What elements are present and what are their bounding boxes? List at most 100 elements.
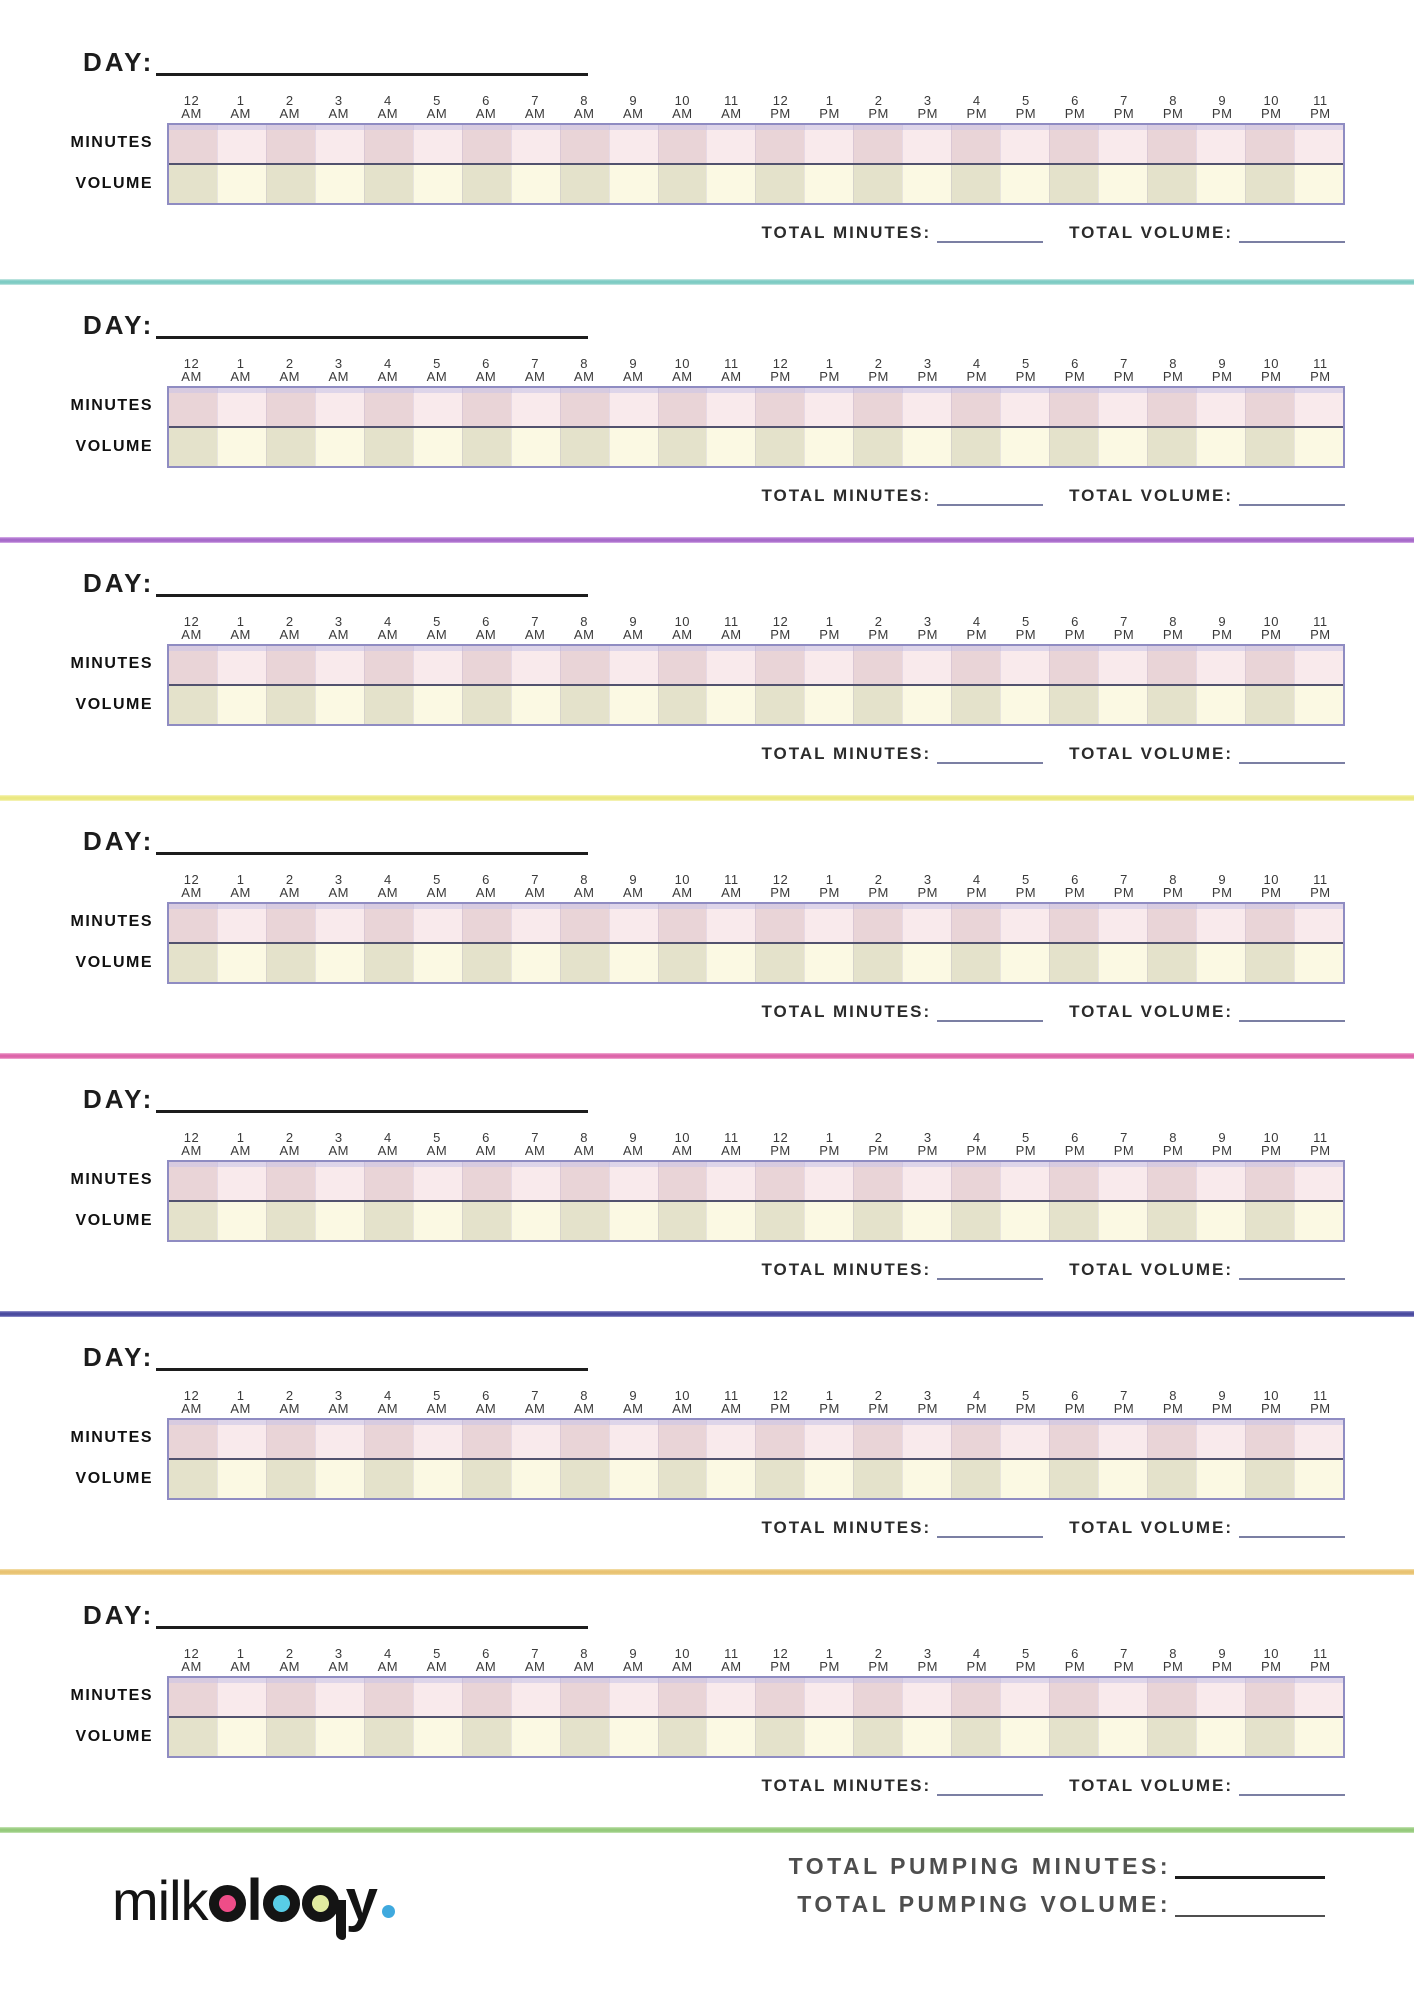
volume-cell-2am[interactable] bbox=[265, 686, 315, 724]
minutes-cell-9am[interactable] bbox=[608, 125, 658, 163]
volume-cell-8pm[interactable] bbox=[1147, 428, 1197, 466]
volume-cell-6am[interactable] bbox=[461, 428, 511, 466]
minutes-cell-1am[interactable] bbox=[216, 388, 266, 426]
minutes-cell-11am[interactable] bbox=[706, 1420, 756, 1458]
minutes-cell-9pm[interactable] bbox=[1196, 1162, 1245, 1200]
volume-cell-3pm[interactable] bbox=[902, 428, 952, 466]
volume-cell-6am[interactable] bbox=[461, 165, 511, 203]
volume-cell-9am[interactable] bbox=[608, 1460, 658, 1498]
volume-cell-12am[interactable] bbox=[169, 944, 217, 982]
volume-cell-7pm[interactable] bbox=[1098, 1460, 1148, 1498]
minutes-cell-12am[interactable] bbox=[169, 904, 217, 942]
volume-cell-11am[interactable] bbox=[706, 1718, 756, 1756]
volume-cell-1pm[interactable] bbox=[804, 428, 854, 466]
minutes-cell-11am[interactable] bbox=[706, 388, 756, 426]
volume-cell-7pm[interactable] bbox=[1098, 1202, 1148, 1240]
volume-cell-6am[interactable] bbox=[461, 1202, 511, 1240]
minutes-cell-9pm[interactable] bbox=[1196, 1420, 1245, 1458]
minutes-cell-10pm[interactable] bbox=[1244, 125, 1294, 163]
minutes-cell-7pm[interactable] bbox=[1098, 646, 1148, 684]
volume-cell-4am[interactable] bbox=[363, 1460, 413, 1498]
volume-cell-9pm[interactable] bbox=[1196, 165, 1245, 203]
volume-cell-5pm[interactable] bbox=[1000, 428, 1050, 466]
minutes-cell-4pm[interactable] bbox=[951, 1678, 1001, 1716]
volume-cell-1am[interactable] bbox=[216, 1202, 266, 1240]
volume-cell-2am[interactable] bbox=[265, 165, 315, 203]
volume-cell-10am[interactable] bbox=[657, 1718, 707, 1756]
minutes-cell-9am[interactable] bbox=[608, 1420, 658, 1458]
volume-cell-10pm[interactable] bbox=[1244, 686, 1294, 724]
volume-cell-11am[interactable] bbox=[706, 165, 756, 203]
minutes-cell-7am[interactable] bbox=[510, 1420, 560, 1458]
volume-cell-4am[interactable] bbox=[363, 1202, 413, 1240]
minutes-cell-11pm[interactable] bbox=[1293, 1420, 1343, 1458]
volume-cell-1am[interactable] bbox=[216, 1460, 266, 1498]
volume-cell-4am[interactable] bbox=[363, 944, 413, 982]
minutes-cell-3am[interactable] bbox=[314, 1420, 364, 1458]
volume-cell-5am[interactable] bbox=[412, 428, 462, 466]
volume-cell-6am[interactable] bbox=[461, 944, 511, 982]
minutes-cell-6am[interactable] bbox=[461, 1678, 511, 1716]
volume-cell-7pm[interactable] bbox=[1098, 686, 1148, 724]
minutes-cell-8am[interactable] bbox=[559, 1420, 609, 1458]
day-name-field[interactable] bbox=[156, 49, 589, 76]
volume-cell-1pm[interactable] bbox=[804, 165, 854, 203]
volume-cell-10pm[interactable] bbox=[1244, 1202, 1294, 1240]
minutes-cell-11am[interactable] bbox=[706, 125, 756, 163]
volume-cell-11am[interactable] bbox=[706, 686, 756, 724]
volume-cell-7pm[interactable] bbox=[1098, 1718, 1148, 1756]
volume-cell-12am[interactable] bbox=[169, 428, 217, 466]
minutes-cell-2pm[interactable] bbox=[853, 1420, 903, 1458]
minutes-cell-12am[interactable] bbox=[169, 1162, 217, 1200]
minutes-cell-3pm[interactable] bbox=[902, 1678, 952, 1716]
volume-cell-6am[interactable] bbox=[461, 1718, 511, 1756]
total-minutes-field[interactable] bbox=[937, 486, 1044, 506]
minutes-cell-10am[interactable] bbox=[657, 125, 707, 163]
minutes-cell-12pm[interactable] bbox=[755, 1420, 805, 1458]
minutes-cell-8am[interactable] bbox=[559, 1678, 609, 1716]
minutes-cell-4pm[interactable] bbox=[951, 125, 1001, 163]
minutes-cell-1pm[interactable] bbox=[804, 125, 854, 163]
minutes-cell-3pm[interactable] bbox=[902, 1162, 952, 1200]
minutes-cell-8am[interactable] bbox=[559, 1162, 609, 1200]
minutes-cell-2pm[interactable] bbox=[853, 646, 903, 684]
volume-cell-12pm[interactable] bbox=[755, 686, 805, 724]
volume-cell-6pm[interactable] bbox=[1049, 1718, 1099, 1756]
volume-cell-10pm[interactable] bbox=[1244, 428, 1294, 466]
minutes-cell-6am[interactable] bbox=[461, 646, 511, 684]
minutes-cell-3am[interactable] bbox=[314, 125, 364, 163]
minutes-cell-9pm[interactable] bbox=[1196, 388, 1245, 426]
volume-cell-1am[interactable] bbox=[216, 1718, 266, 1756]
minutes-cell-4am[interactable] bbox=[363, 1420, 413, 1458]
volume-cell-10am[interactable] bbox=[657, 686, 707, 724]
minutes-cell-8am[interactable] bbox=[559, 125, 609, 163]
minutes-cell-4am[interactable] bbox=[363, 1678, 413, 1716]
volume-cell-6am[interactable] bbox=[461, 1460, 511, 1498]
volume-cell-7am[interactable] bbox=[510, 165, 560, 203]
total-minutes-field[interactable] bbox=[937, 1260, 1044, 1280]
minutes-cell-7pm[interactable] bbox=[1098, 1162, 1148, 1200]
volume-cell-5am[interactable] bbox=[412, 1460, 462, 1498]
minutes-cell-6pm[interactable] bbox=[1049, 1420, 1099, 1458]
minutes-cell-10pm[interactable] bbox=[1244, 646, 1294, 684]
minutes-cell-5am[interactable] bbox=[412, 904, 462, 942]
minutes-cell-1pm[interactable] bbox=[804, 1162, 854, 1200]
volume-cell-8pm[interactable] bbox=[1147, 944, 1197, 982]
minutes-cell-5pm[interactable] bbox=[1000, 1678, 1050, 1716]
minutes-cell-10pm[interactable] bbox=[1244, 388, 1294, 426]
minutes-cell-2am[interactable] bbox=[265, 904, 315, 942]
minutes-cell-11pm[interactable] bbox=[1293, 125, 1343, 163]
minutes-cell-12pm[interactable] bbox=[755, 904, 805, 942]
minutes-cell-2am[interactable] bbox=[265, 1420, 315, 1458]
volume-cell-11pm[interactable] bbox=[1293, 944, 1343, 982]
minutes-cell-7am[interactable] bbox=[510, 1162, 560, 1200]
total-minutes-field[interactable] bbox=[937, 1002, 1044, 1022]
total-volume-field[interactable] bbox=[1239, 223, 1345, 243]
total-volume-field[interactable] bbox=[1239, 1518, 1345, 1538]
minutes-cell-11pm[interactable] bbox=[1293, 1162, 1343, 1200]
minutes-cell-3am[interactable] bbox=[314, 1678, 364, 1716]
volume-cell-5pm[interactable] bbox=[1000, 1202, 1050, 1240]
volume-cell-12pm[interactable] bbox=[755, 428, 805, 466]
volume-cell-8pm[interactable] bbox=[1147, 686, 1197, 724]
volume-cell-12am[interactable] bbox=[169, 1718, 217, 1756]
